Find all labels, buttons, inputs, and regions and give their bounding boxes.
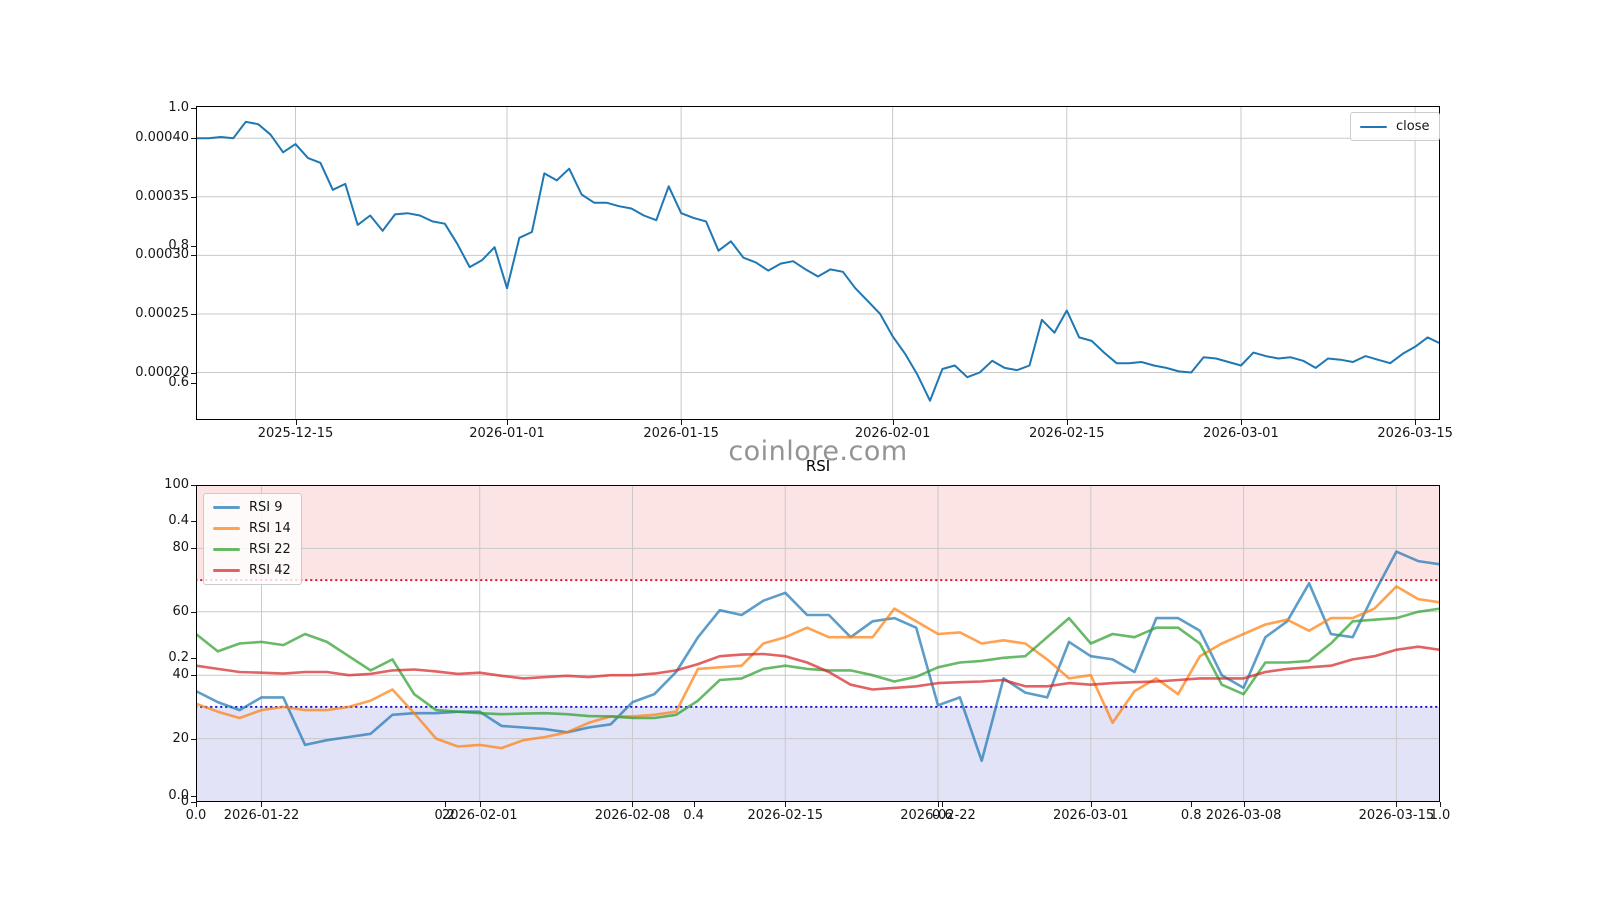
tick-mark — [191, 658, 196, 659]
legend-item: RSI 22 — [213, 542, 291, 557]
ytick-label: 0.00020 — [135, 364, 189, 380]
ytick-label: 0.00035 — [135, 188, 189, 204]
tick-mark — [1243, 802, 1245, 807]
tick-mark — [1191, 802, 1193, 807]
tick-mark — [191, 611, 196, 613]
legend-item: RSI 14 — [213, 521, 291, 536]
xtick-label: 2026-03-08 — [1205, 808, 1282, 823]
figure-xtick-label: 0.6 — [932, 808, 953, 823]
figure-ytick-label: 1.0 — [168, 100, 189, 115]
watermark-text: coinlore.com — [728, 436, 908, 467]
figure-xtick-label: 0.4 — [683, 808, 704, 823]
xtick-label: 2026-03-01 — [1053, 808, 1129, 823]
tick-mark — [191, 372, 196, 374]
tick-mark — [191, 255, 196, 257]
ytick-label: 80 — [172, 540, 189, 556]
legend-label: RSI 22 — [249, 542, 291, 557]
legend: RSI 9 RSI 14 RSI 22 RSI 42 — [203, 493, 302, 585]
tick-mark — [681, 420, 683, 425]
tick-mark — [942, 802, 944, 807]
tick-mark — [191, 485, 196, 486]
tick-mark — [295, 420, 297, 425]
xtick-label: 2026-02-01 — [854, 426, 931, 441]
tick-mark — [1090, 802, 1092, 807]
legend-item: RSI 42 — [213, 563, 291, 578]
figure-xtick-label: 0.8 — [1180, 808, 1202, 823]
tick-mark — [892, 420, 894, 425]
xtick-label: 2026-03-15 — [1358, 808, 1435, 823]
tick-mark — [191, 313, 196, 315]
legend-label: RSI 14 — [249, 521, 291, 536]
tick-mark — [191, 738, 196, 740]
legend-item: RSI 9 — [213, 500, 291, 515]
tick-mark — [191, 520, 196, 522]
xtick-label: 2026-02-15 — [1029, 426, 1105, 441]
xtick-label: 2026-02-01 — [441, 808, 518, 823]
price-chart — [196, 106, 1440, 420]
xtick-label: 2026-03-15 — [1377, 426, 1453, 441]
tick-mark — [191, 802, 196, 803]
xtick-label: 2026-01-22 — [223, 808, 300, 823]
rsi-chart — [196, 485, 1440, 802]
legend-label: RSI 42 — [249, 563, 291, 578]
tick-mark — [1240, 420, 1242, 425]
tick-mark — [1066, 420, 1068, 425]
tick-mark — [191, 138, 196, 140]
tick-mark — [191, 548, 196, 550]
tick-mark — [191, 383, 196, 384]
figure-ytick-label: 0.8 — [168, 237, 189, 253]
tick-mark — [191, 795, 196, 797]
ytick-label: 60 — [172, 603, 189, 619]
ytick-label: 0.00040 — [135, 130, 189, 146]
ytick-label: 0.00025 — [135, 305, 189, 321]
tick-mark — [785, 802, 787, 807]
legend: close — [1350, 112, 1441, 141]
tick-mark — [693, 802, 695, 807]
xtick-label: 2026-02-08 — [594, 808, 671, 823]
legend-swatch-line — [213, 569, 240, 572]
tick-mark — [191, 675, 196, 677]
figure-ytick-label: 0.6 — [168, 375, 189, 390]
tick-mark — [191, 196, 196, 198]
rsi-title: RSI — [805, 457, 831, 475]
xtick-label: 2026-01-15 — [643, 426, 719, 441]
legend-item: close — [1360, 119, 1429, 134]
tick-mark — [191, 108, 196, 109]
ytick-label: 40 — [172, 667, 189, 683]
tick-mark — [261, 802, 263, 807]
legend-label: RSI 9 — [249, 500, 283, 515]
legend-label: close — [1396, 119, 1430, 134]
ytick-label: 100 — [164, 477, 189, 492]
tick-mark — [1440, 802, 1441, 807]
legend-swatch-line — [1360, 125, 1387, 128]
figure-xtick-label: 0.0 — [185, 808, 207, 823]
legend-swatch-line — [213, 527, 240, 530]
figure-xtick-label: 0.2 — [434, 808, 456, 823]
ytick-label: 0 — [180, 794, 189, 809]
xtick-label: 2026-01-01 — [469, 426, 545, 441]
xtick-label: 2026-03-01 — [1203, 426, 1279, 441]
tick-mark — [632, 802, 634, 807]
legend-swatch-line — [213, 548, 240, 551]
tick-mark — [507, 420, 508, 425]
figure-xtick-label: 1.0 — [1429, 808, 1451, 823]
xtick-label: 2026-02-15 — [747, 808, 824, 823]
xtick-label: 2026-02-22 — [900, 808, 976, 823]
ytick-label: 20 — [172, 730, 189, 746]
xtick-label: 2025-12-15 — [257, 426, 334, 441]
tick-mark — [938, 802, 940, 807]
tick-mark — [444, 802, 446, 807]
tick-mark — [1415, 420, 1417, 425]
figure-ytick-label: 0.2 — [168, 650, 189, 665]
tick-mark — [1396, 802, 1398, 807]
tick-mark — [479, 802, 481, 807]
figure-ytick-label: 0.4 — [168, 512, 189, 528]
tick-mark — [196, 802, 197, 807]
legend-swatch-line — [213, 506, 240, 509]
tick-mark — [191, 245, 196, 247]
ytick-label: 0.00030 — [135, 247, 189, 263]
figure-ytick-label: 0.0 — [168, 787, 189, 803]
